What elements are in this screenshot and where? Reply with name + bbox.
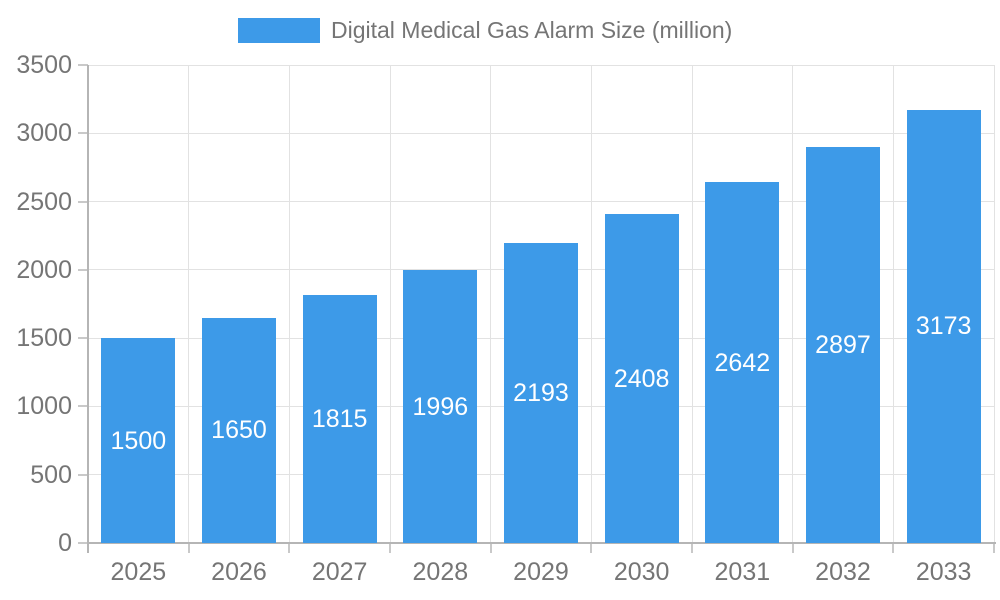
legend[interactable]: Digital Medical Gas Alarm Size (million) bbox=[238, 17, 732, 44]
bar-value-label: 3173 bbox=[915, 312, 972, 341]
y-axis-label: 2500 bbox=[16, 187, 72, 216]
y-axis-line bbox=[87, 65, 89, 553]
y-axis-label: 2000 bbox=[16, 255, 72, 284]
y-tick bbox=[78, 268, 88, 271]
h-gridline bbox=[88, 132, 994, 134]
legend-label: Digital Medical Gas Alarm Size (million) bbox=[331, 17, 733, 43]
x-axis-label: 2029 bbox=[513, 558, 569, 586]
bar[interactable] bbox=[604, 214, 679, 543]
v-gridline bbox=[288, 65, 290, 543]
bar-value-label: 2193 bbox=[513, 379, 569, 408]
bar[interactable] bbox=[504, 243, 578, 543]
bar[interactable] bbox=[705, 182, 780, 543]
bar[interactable] bbox=[403, 270, 478, 543]
x-tick bbox=[892, 543, 895, 553]
y-tick bbox=[78, 542, 88, 544]
v-gridline bbox=[188, 65, 190, 543]
bar-value-label: 1650 bbox=[211, 416, 267, 445]
bar-value-label: 1996 bbox=[412, 392, 469, 421]
bar-value-label: 2897 bbox=[815, 331, 871, 360]
h-gridline bbox=[88, 64, 994, 66]
v-gridline bbox=[892, 65, 894, 543]
bar-value-label: 1500 bbox=[110, 426, 167, 455]
x-axis-label: 2028 bbox=[412, 558, 469, 586]
bar[interactable] bbox=[101, 338, 176, 543]
x-tick bbox=[791, 543, 794, 553]
x-tick bbox=[288, 543, 291, 553]
x-tick bbox=[187, 543, 190, 553]
x-axis-label: 2033 bbox=[915, 558, 972, 586]
y-tick bbox=[78, 64, 88, 66]
h-gridline bbox=[88, 201, 994, 203]
x-axis-label: 2030 bbox=[613, 558, 670, 586]
v-gridline bbox=[490, 65, 492, 543]
v-gridline bbox=[993, 65, 995, 543]
bar[interactable] bbox=[202, 317, 276, 543]
bar[interactable] bbox=[302, 295, 377, 543]
v-gridline bbox=[590, 65, 592, 543]
bar-value-label: 1815 bbox=[311, 405, 368, 434]
x-axis-line bbox=[88, 542, 996, 544]
y-tick bbox=[78, 405, 88, 408]
y-tick bbox=[78, 337, 88, 340]
y-tick bbox=[78, 132, 88, 135]
x-axis-label: 2031 bbox=[714, 558, 771, 586]
x-tick bbox=[590, 543, 593, 553]
y-tick bbox=[78, 200, 88, 203]
v-gridline bbox=[691, 65, 693, 543]
bar-value-label: 2408 bbox=[613, 364, 670, 393]
bar[interactable] bbox=[906, 109, 981, 543]
x-tick bbox=[389, 543, 391, 553]
bar[interactable] bbox=[806, 147, 880, 543]
x-axis-label: 2025 bbox=[110, 558, 167, 586]
v-gridline bbox=[792, 65, 794, 543]
v-gridline bbox=[389, 65, 391, 543]
y-axis-label: 500 bbox=[30, 460, 72, 489]
x-tick bbox=[993, 543, 995, 553]
y-axis-label: 1000 bbox=[16, 392, 72, 421]
y-axis-label: 3000 bbox=[16, 119, 72, 148]
y-axis-label: 0 bbox=[58, 529, 72, 557]
bar-value-label: 2642 bbox=[714, 348, 771, 377]
y-tick bbox=[78, 473, 88, 476]
x-tick bbox=[489, 543, 492, 553]
x-axis-label: 2026 bbox=[211, 558, 267, 586]
x-axis-label: 2032 bbox=[815, 558, 871, 586]
y-axis-label: 3500 bbox=[16, 51, 72, 79]
legend-swatch-icon bbox=[238, 18, 320, 43]
y-axis-label: 1500 bbox=[16, 324, 72, 353]
x-axis-label: 2027 bbox=[311, 558, 368, 586]
x-tick bbox=[691, 543, 693, 553]
